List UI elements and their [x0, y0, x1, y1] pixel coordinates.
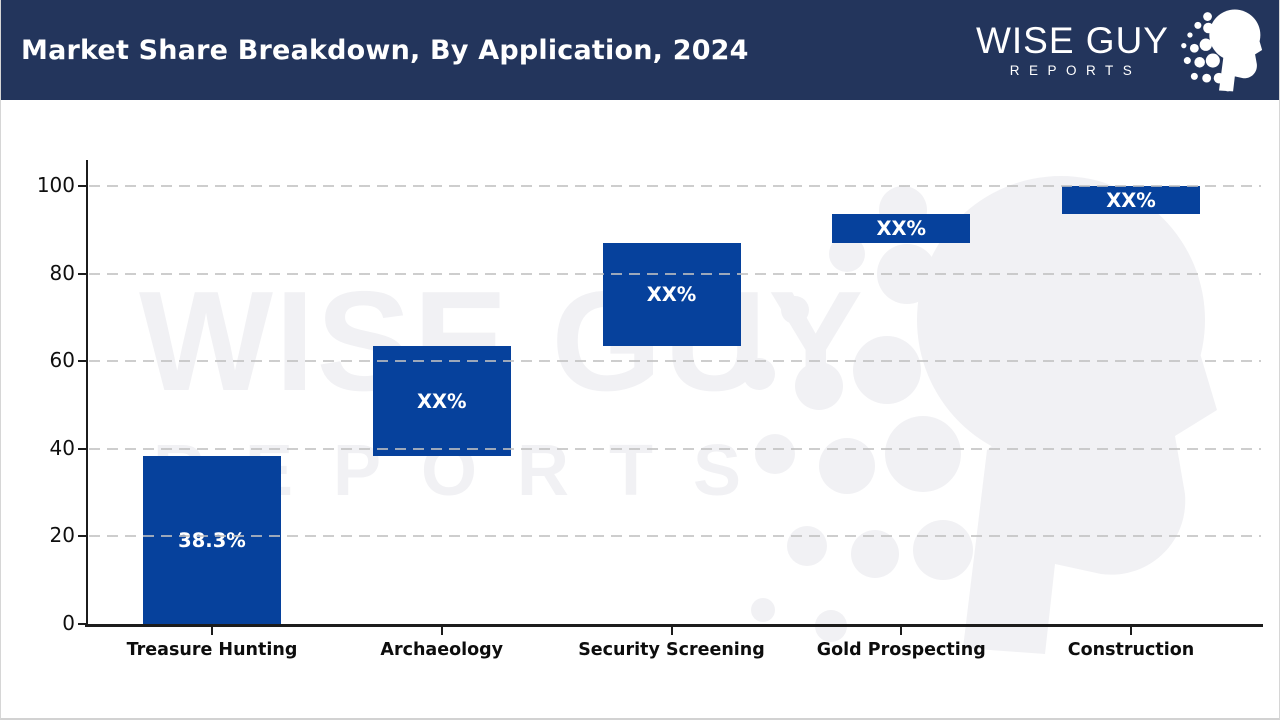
chart-canvas: WISE GUY REPORTS 0 20 40 60 80 100 Treasure Hu…	[1, 100, 1279, 718]
x-tick-mark	[670, 627, 673, 635]
logo-wiseguy-text: WISE GUY	[975, 20, 1169, 61]
x-category-label: Archaeology	[380, 640, 504, 660]
grid-line	[89, 272, 1261, 275]
x-category-label: Gold Prospecting	[816, 640, 986, 660]
bar-value-label: XX%	[876, 216, 927, 240]
x-tick-mark	[440, 627, 443, 635]
y-tick-label: 20	[49, 523, 75, 548]
grid-line	[89, 447, 1261, 450]
y-tick-mark	[78, 185, 86, 187]
grid-line	[89, 360, 1261, 363]
x-axis-line	[85, 624, 1263, 627]
y-tick-mark	[78, 272, 86, 275]
logo-text: WISE GUY REPORTS	[976, 22, 1169, 78]
y-tick-label: 100	[36, 173, 75, 197]
y-tick-label: 0	[62, 611, 75, 635]
y-tick-mark	[78, 447, 86, 450]
logo-reports-text: REPORTS	[1009, 63, 1142, 78]
y-tick-label: 80	[49, 260, 75, 285]
x-category-label: Construction	[1067, 640, 1195, 660]
watermark-head-icon	[743, 176, 1217, 654]
bar-segment: XX%	[602, 242, 741, 346]
y-tick-mark	[78, 623, 86, 625]
y-axis-line	[86, 160, 88, 627]
y-tick-mark	[78, 360, 86, 363]
x-category-label: Treasure Hunting	[126, 640, 298, 660]
bar-value-label: 38.3%	[178, 528, 246, 552]
grid-line	[89, 535, 1261, 538]
bar-segment: XX%	[1062, 186, 1200, 215]
x-tick-mark	[211, 627, 213, 635]
x-tick-mark	[1130, 627, 1132, 635]
grid-line	[89, 185, 1261, 187]
bar-value-label: XX%	[646, 282, 697, 306]
bar-segment: XX%	[372, 345, 511, 457]
wiseguy-logo: WISE GUY REPORTS	[976, 6, 1265, 94]
bar-segment: XX%	[832, 214, 971, 243]
y-tick-label: 40	[49, 435, 75, 460]
x-category-label: Security Screening	[578, 640, 765, 660]
logo-head-icon	[1181, 9, 1263, 92]
x-tick-mark	[900, 627, 903, 635]
bar-segment: 38.3%	[143, 456, 281, 624]
page-title: Market Share Breakdown, By Application, …	[21, 34, 749, 66]
y-tick-mark	[78, 535, 86, 538]
header: Market Share Breakdown, By Application, …	[1, 0, 1279, 100]
y-tick-label: 60	[49, 348, 75, 373]
bar-value-label: XX%	[416, 389, 467, 413]
bar-value-label: XX%	[1106, 188, 1156, 212]
